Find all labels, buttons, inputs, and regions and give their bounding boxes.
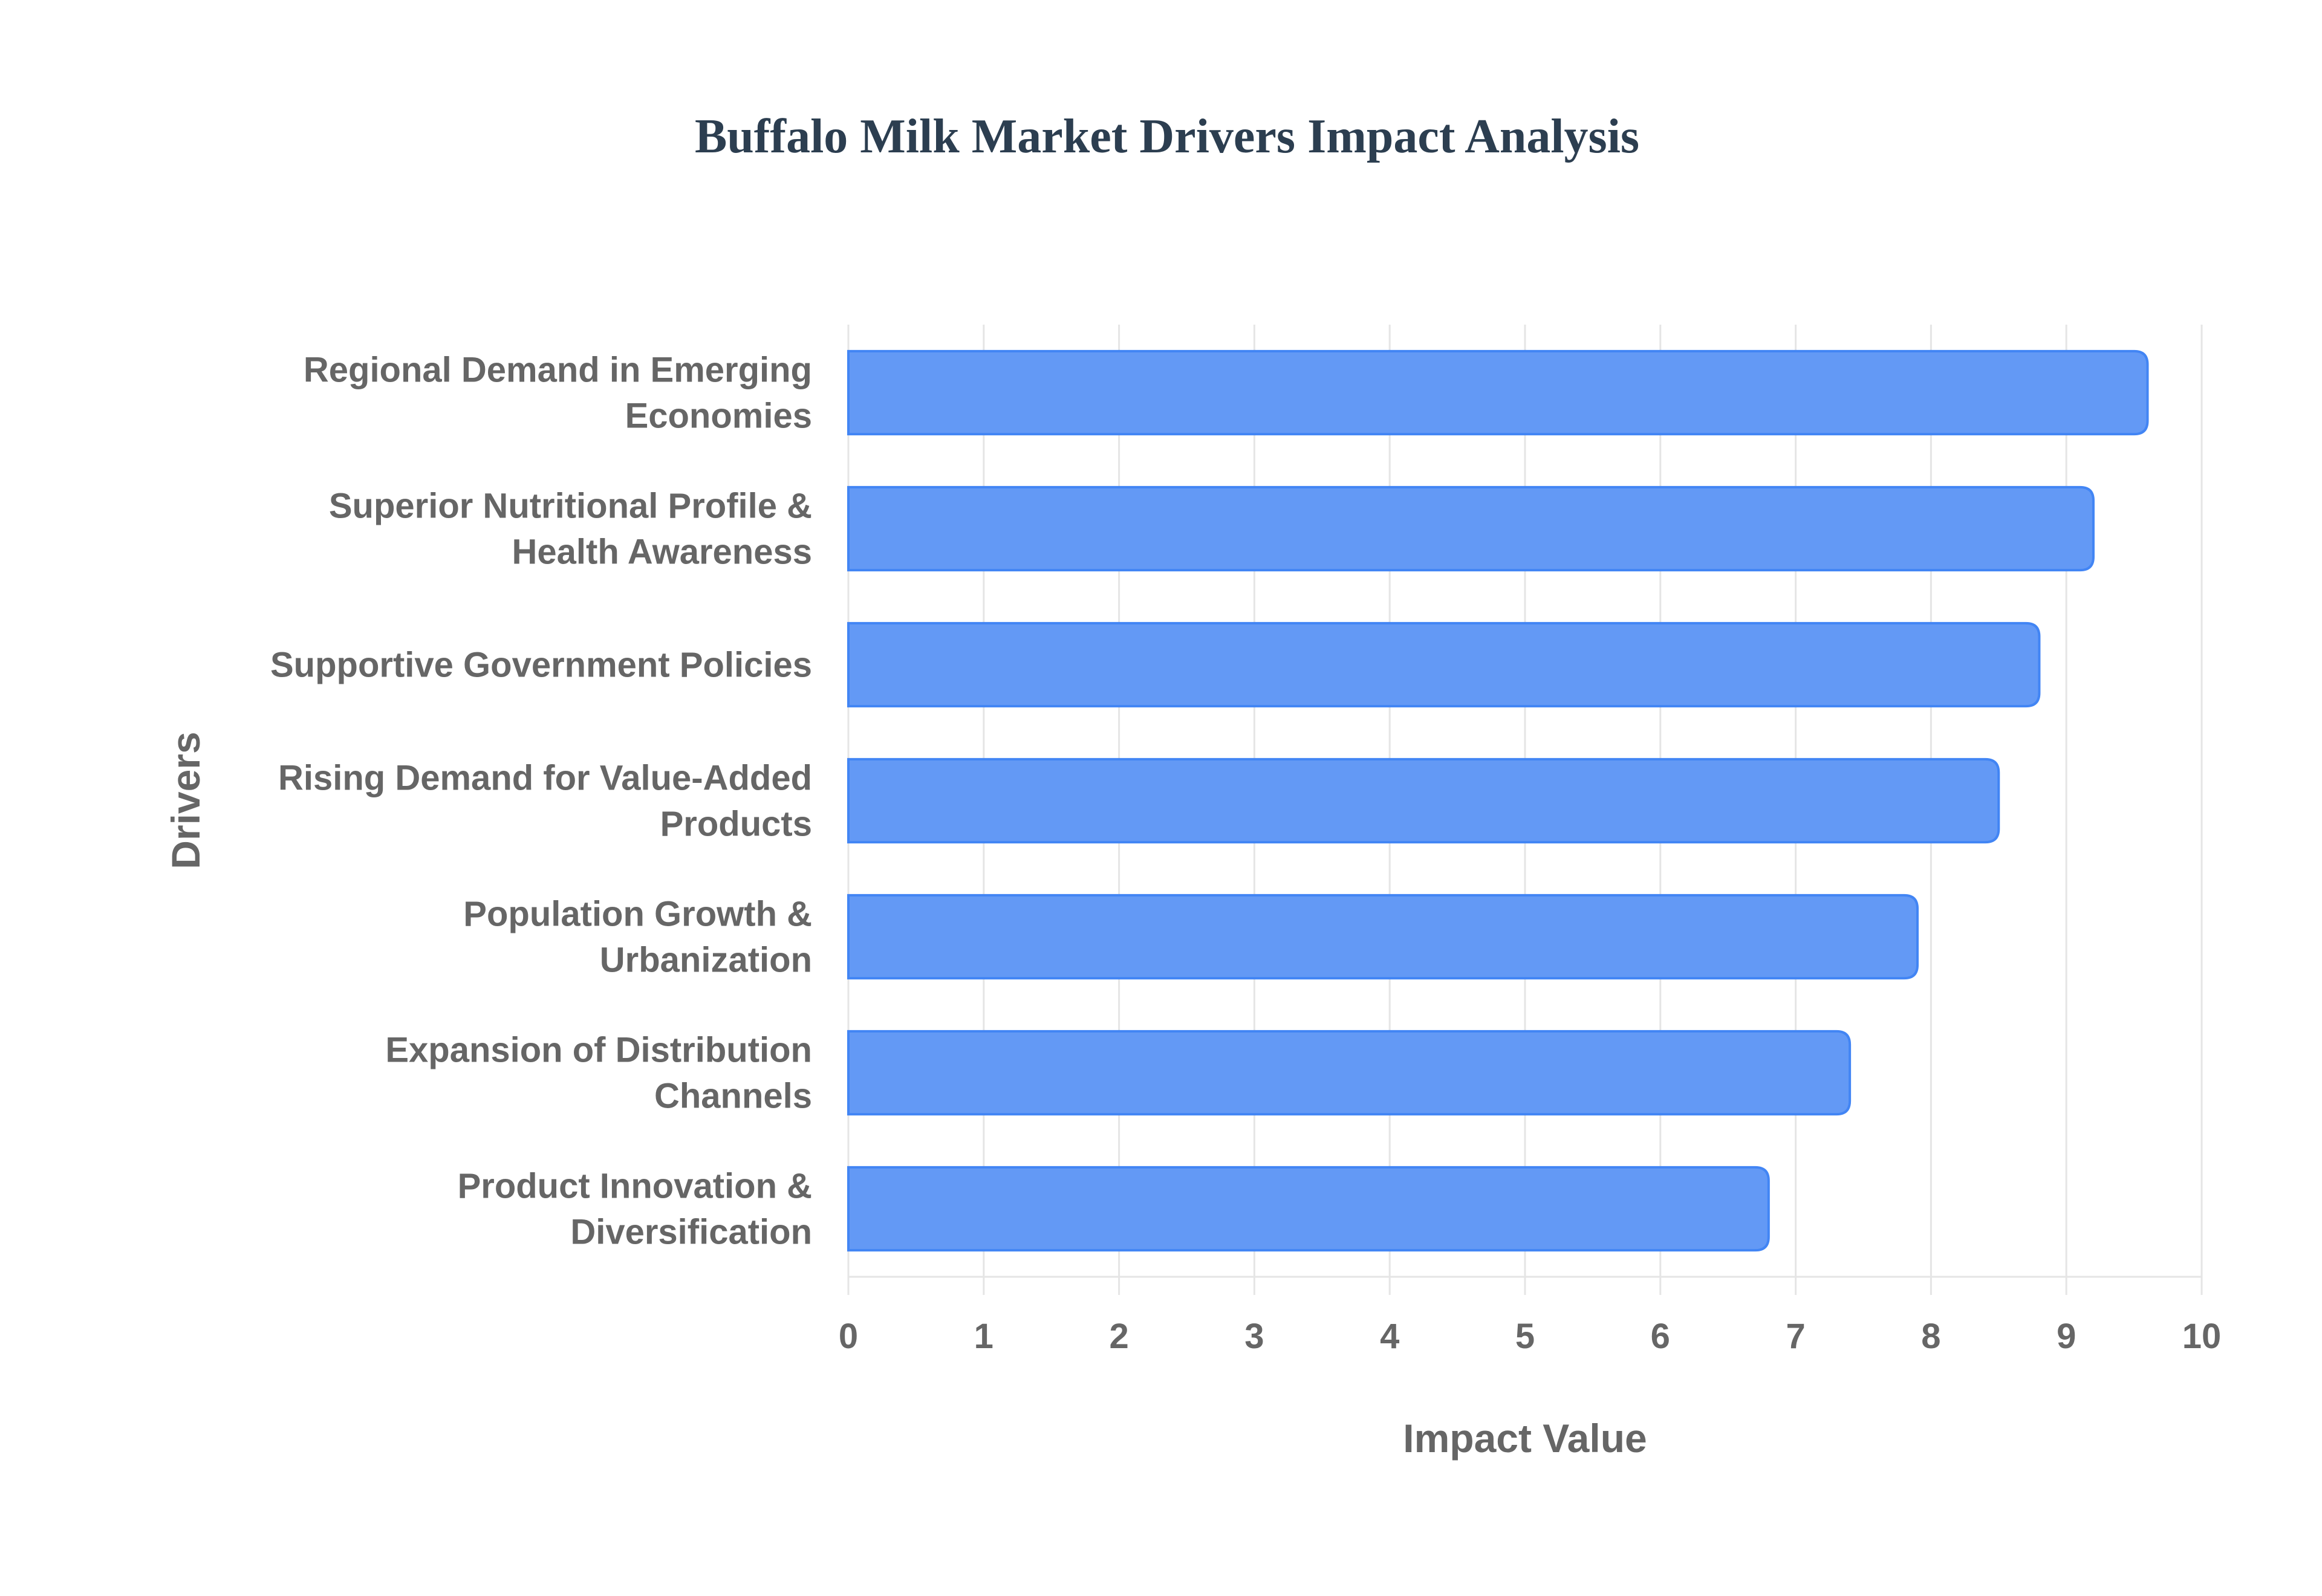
x-tick-label: 3 bbox=[1244, 1317, 1264, 1356]
x-tick-label: 1 bbox=[974, 1317, 994, 1356]
x-axis-title: Impact Value bbox=[1403, 1416, 1647, 1461]
x-tick-label: 6 bbox=[1651, 1317, 1670, 1356]
bars bbox=[847, 349, 2149, 1252]
bar bbox=[847, 1030, 1852, 1116]
y-tick-label: Product Innovation & bbox=[458, 1167, 812, 1206]
x-tick-labels: 0 1 2 3 4 5 6 7 8 9 10 bbox=[839, 1317, 2221, 1356]
y-tick-label: Products bbox=[660, 805, 812, 844]
y-tick-label: Economies bbox=[625, 397, 812, 436]
y-tick-label: Health Awareness bbox=[512, 533, 812, 572]
y-tick-labels: Regional Demand in Emerging Economies Supe… bbox=[270, 351, 812, 1252]
x-tick-label: 10 bbox=[2182, 1317, 2222, 1356]
y-tick-label: Superior Nutritional Profile & bbox=[329, 487, 812, 526]
bar bbox=[847, 621, 2041, 708]
x-tick-label: 9 bbox=[2057, 1317, 2076, 1356]
x-tick-label: 7 bbox=[1786, 1317, 1805, 1356]
bar bbox=[847, 894, 1919, 980]
chart-title: Buffalo Milk Market Drivers Impact Analy… bbox=[695, 110, 1639, 163]
y-tick-label: Population Growth & bbox=[463, 895, 812, 934]
y-tick-label: Channels bbox=[654, 1077, 812, 1116]
y-tick-label: Regional Demand in Emerging bbox=[304, 351, 812, 390]
x-tick-label: 0 bbox=[839, 1317, 858, 1356]
x-tick-label: 8 bbox=[1921, 1317, 1940, 1356]
y-tick-label: Rising Demand for Value-Added bbox=[278, 759, 812, 798]
x-tick-label: 2 bbox=[1109, 1317, 1128, 1356]
y-tick-label: Supportive Government Policies bbox=[270, 646, 812, 685]
bar bbox=[847, 757, 2000, 844]
y-tick-label: Urbanization bbox=[600, 941, 812, 980]
x-tick-label: 5 bbox=[1515, 1317, 1535, 1356]
bar bbox=[847, 1166, 1770, 1252]
y-axis-title: Drivers bbox=[163, 731, 208, 869]
y-tick-label: Diversification bbox=[570, 1213, 812, 1252]
bar bbox=[847, 349, 2149, 436]
bar bbox=[847, 485, 2095, 572]
x-tick-label: 4 bbox=[1380, 1317, 1399, 1356]
y-tick-label: Expansion of Distribution bbox=[385, 1031, 812, 1070]
